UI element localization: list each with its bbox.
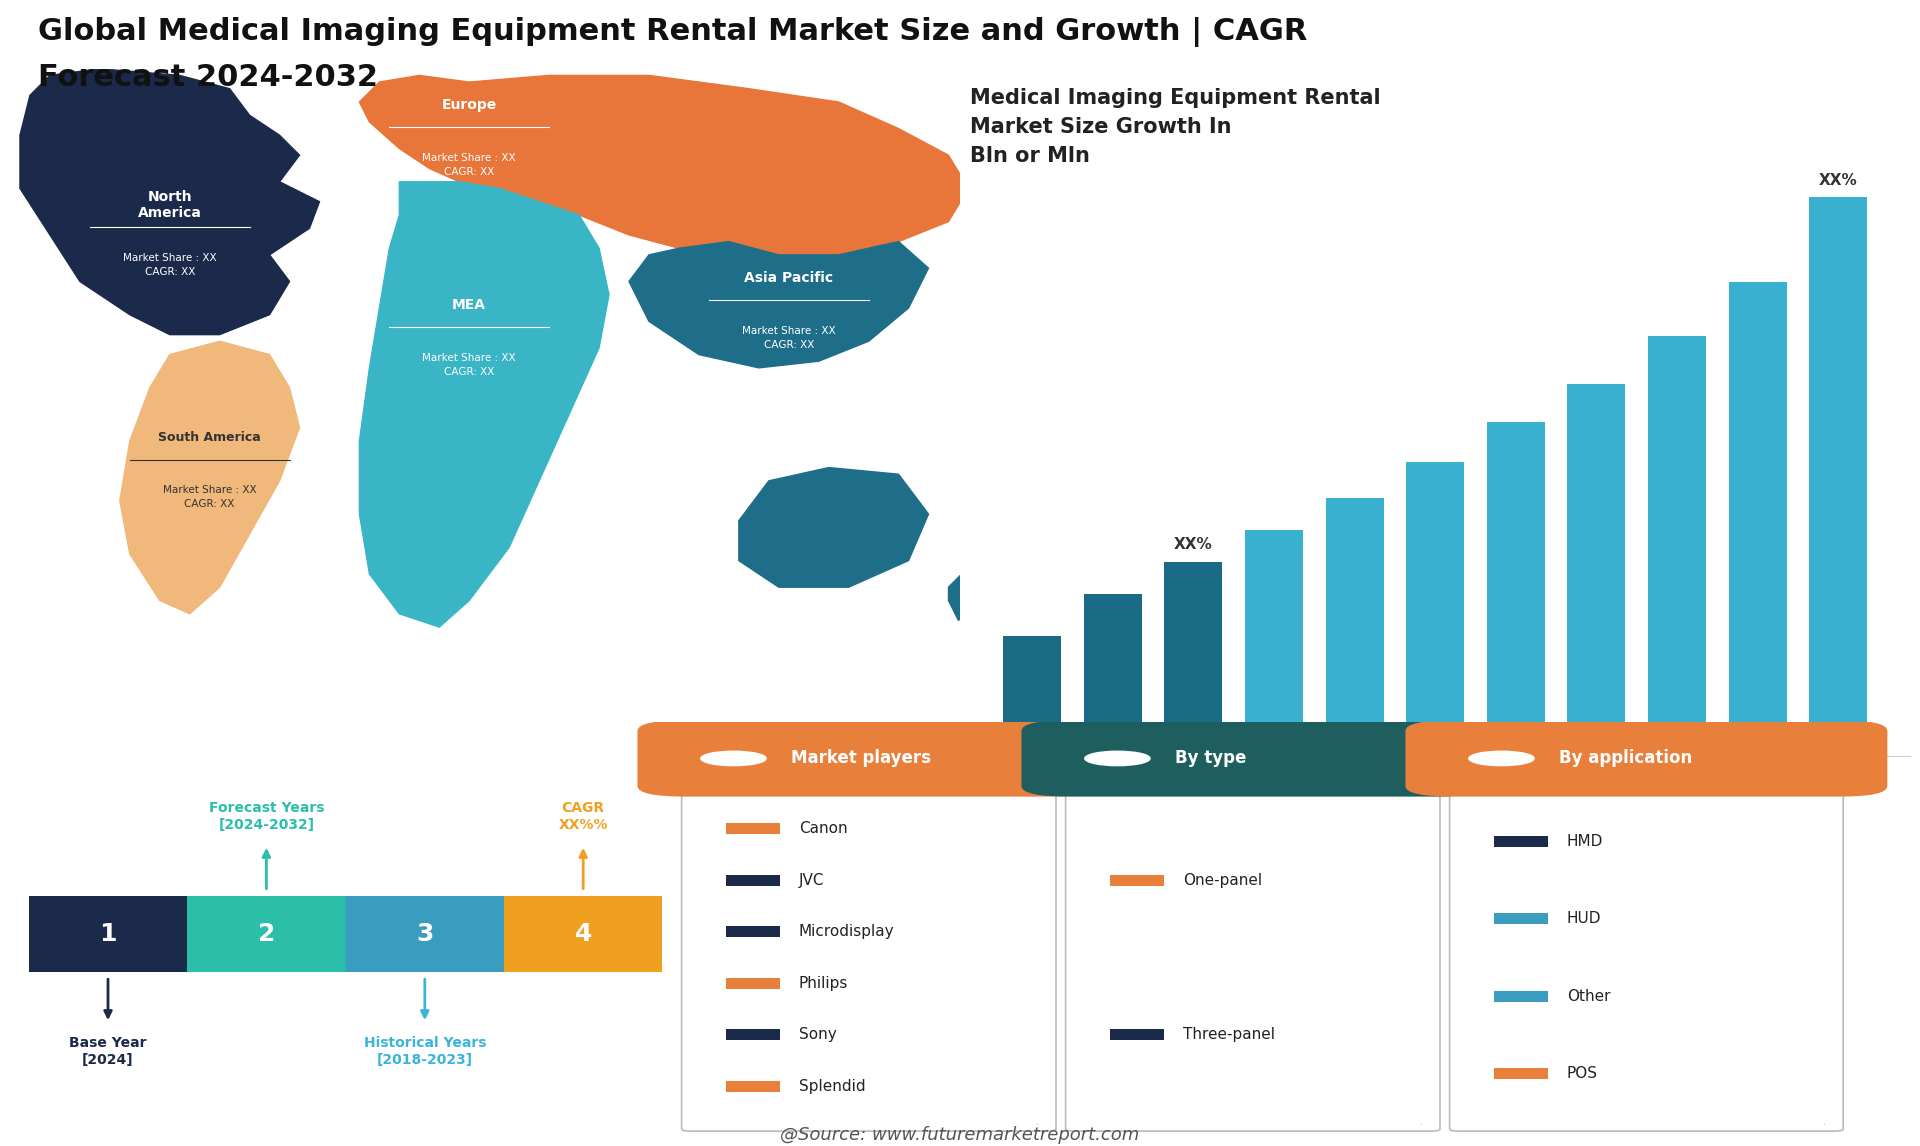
FancyBboxPatch shape xyxy=(726,874,780,886)
Circle shape xyxy=(1469,752,1534,766)
FancyBboxPatch shape xyxy=(1494,837,1548,847)
Text: Sony: Sony xyxy=(799,1027,837,1043)
FancyBboxPatch shape xyxy=(1494,1068,1548,1078)
Bar xyxy=(1405,462,1465,756)
Text: Forecast Years
[2024-2032]: Forecast Years [2024-2032] xyxy=(209,801,324,832)
Bar xyxy=(1486,422,1546,756)
Text: North
America: North America xyxy=(138,190,202,220)
FancyBboxPatch shape xyxy=(682,745,1056,1131)
Text: Market players: Market players xyxy=(791,749,931,768)
FancyBboxPatch shape xyxy=(726,1029,780,1041)
Text: Historical Years
[2018-2023]: Historical Years [2018-2023] xyxy=(363,1036,486,1067)
Text: Philips: Philips xyxy=(799,975,849,991)
Text: Microdisplay: Microdisplay xyxy=(799,925,895,940)
Text: By type: By type xyxy=(1175,749,1246,768)
Bar xyxy=(1002,636,1062,756)
Text: @Source: www.futuremarketreport.com: @Source: www.futuremarketreport.com xyxy=(780,1125,1140,1144)
FancyBboxPatch shape xyxy=(726,823,780,834)
Text: South America: South America xyxy=(157,431,261,445)
Polygon shape xyxy=(630,242,929,368)
FancyBboxPatch shape xyxy=(186,896,346,972)
Text: Market Share : XX
CAGR: XX: Market Share : XX CAGR: XX xyxy=(163,486,257,510)
FancyBboxPatch shape xyxy=(1110,874,1164,886)
FancyBboxPatch shape xyxy=(637,721,1100,796)
FancyBboxPatch shape xyxy=(1021,721,1484,796)
Text: 2: 2 xyxy=(257,923,275,945)
Bar xyxy=(1083,594,1142,756)
Text: MEA: MEA xyxy=(453,298,486,312)
Bar xyxy=(1647,336,1707,756)
Bar xyxy=(1244,531,1304,756)
Polygon shape xyxy=(186,896,209,972)
Bar xyxy=(1325,499,1384,756)
Text: XX%: XX% xyxy=(1173,537,1213,552)
Text: HMD: HMD xyxy=(1567,834,1603,849)
Text: Global Medical Imaging Equipment Rental Market Size and Growth | CAGR: Global Medical Imaging Equipment Rental … xyxy=(38,17,1308,47)
Polygon shape xyxy=(359,182,609,627)
Text: By application: By application xyxy=(1559,749,1692,768)
Text: CAGR
XX%%: CAGR XX%% xyxy=(559,801,609,832)
Text: Other: Other xyxy=(1567,989,1611,1004)
Polygon shape xyxy=(359,76,568,182)
FancyBboxPatch shape xyxy=(1494,990,1548,1002)
Bar xyxy=(1809,197,1866,756)
Text: HUD: HUD xyxy=(1567,911,1601,926)
Text: Canon: Canon xyxy=(799,822,847,837)
FancyBboxPatch shape xyxy=(1450,745,1843,1131)
Bar xyxy=(1164,562,1223,756)
Text: Asia Pacific: Asia Pacific xyxy=(745,272,833,285)
Text: Market Share : XX
CAGR: XX: Market Share : XX CAGR: XX xyxy=(422,353,516,377)
Bar xyxy=(1567,384,1626,756)
Text: POS: POS xyxy=(1567,1066,1597,1081)
FancyBboxPatch shape xyxy=(1494,913,1548,925)
Polygon shape xyxy=(459,76,968,254)
Circle shape xyxy=(701,752,766,766)
Text: Market Share : XX
CAGR: XX: Market Share : XX CAGR: XX xyxy=(123,253,217,277)
FancyBboxPatch shape xyxy=(503,896,662,972)
Text: XX%: XX% xyxy=(1818,173,1857,188)
FancyBboxPatch shape xyxy=(346,896,503,972)
Circle shape xyxy=(1085,752,1150,766)
Text: 4: 4 xyxy=(574,923,591,945)
Text: Medical Imaging Equipment Rental
Market Size Growth In
Bln or Mln: Medical Imaging Equipment Rental Market … xyxy=(970,88,1380,166)
Polygon shape xyxy=(503,896,526,972)
Text: JVC: JVC xyxy=(799,873,824,888)
Polygon shape xyxy=(119,342,300,614)
Text: Europe: Europe xyxy=(442,99,497,112)
Text: 3: 3 xyxy=(417,923,434,945)
FancyBboxPatch shape xyxy=(726,1081,780,1092)
Bar xyxy=(1728,282,1788,756)
FancyBboxPatch shape xyxy=(726,926,780,937)
Text: Market Share : XX
CAGR: XX: Market Share : XX CAGR: XX xyxy=(422,154,516,178)
Polygon shape xyxy=(346,896,369,972)
Text: Forecast 2024-2032: Forecast 2024-2032 xyxy=(38,63,378,92)
Polygon shape xyxy=(739,468,929,587)
Polygon shape xyxy=(948,567,979,620)
Text: Splendid: Splendid xyxy=(799,1078,866,1093)
Text: Base Year
[2024]: Base Year [2024] xyxy=(69,1036,146,1067)
Text: Three-panel: Three-panel xyxy=(1183,1027,1275,1043)
Polygon shape xyxy=(19,69,319,335)
FancyBboxPatch shape xyxy=(1066,745,1440,1131)
FancyBboxPatch shape xyxy=(726,978,780,989)
Text: 1: 1 xyxy=(100,923,117,945)
Text: Market Share : XX
CAGR: XX: Market Share : XX CAGR: XX xyxy=(741,325,835,350)
FancyBboxPatch shape xyxy=(1110,1029,1164,1041)
FancyBboxPatch shape xyxy=(29,896,186,972)
FancyBboxPatch shape xyxy=(1405,721,1887,796)
Text: One-panel: One-panel xyxy=(1183,873,1261,888)
